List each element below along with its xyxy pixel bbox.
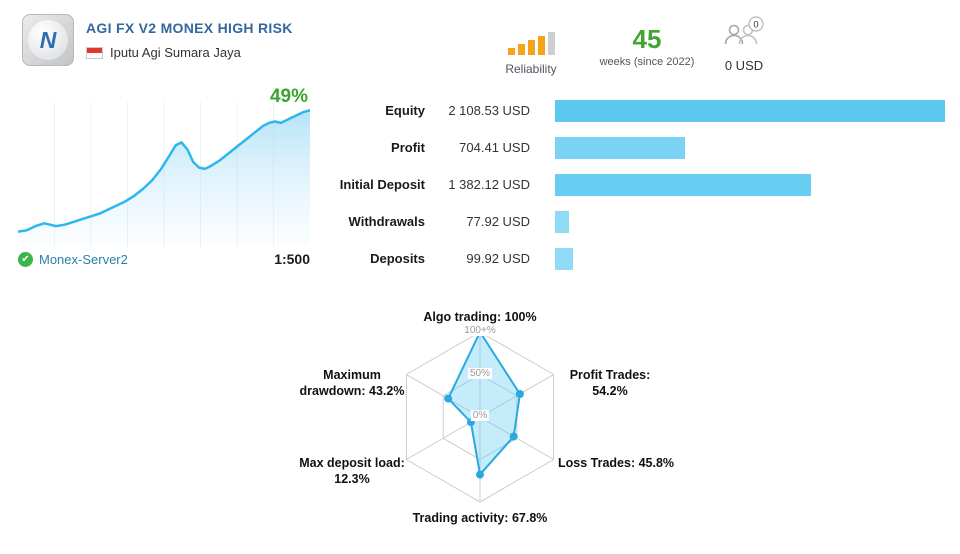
balance-value: 2 108.53 USD <box>448 103 530 118</box>
balance-value: 704.41 USD <box>459 140 530 155</box>
radar-ring-label-50: 50% <box>467 368 493 379</box>
radar-chart <box>405 328 555 503</box>
radar-label-algo-trading: Algo trading: 100% <box>423 310 537 324</box>
balance-bar <box>555 136 686 159</box>
leverage-value: 1:500 <box>274 251 310 267</box>
balance-row: Equity 2 108.53 USD <box>330 92 945 129</box>
verified-check-icon: ✔ <box>18 251 33 267</box>
bar-track <box>555 99 945 122</box>
subscribers-funds: 0 USD <box>724 58 764 73</box>
subscribers-block: 0 0 USD <box>712 15 776 73</box>
bar-track <box>555 173 945 196</box>
balance-value: 77.92 USD <box>466 214 530 229</box>
reliability-block: Reliability <box>495 31 567 76</box>
balance-label: Equity <box>385 103 425 118</box>
balance-row: Deposits 99.92 USD <box>330 240 945 277</box>
balance-bar <box>555 99 945 122</box>
trade-stats-radar: Algo trading: 100% Profit Trades: 54.2% … <box>299 303 680 543</box>
balance-label: Deposits <box>370 251 425 266</box>
server-row: ✔ Monex-Server2 1:500 <box>18 251 310 267</box>
balance-label: Withdrawals <box>348 214 425 229</box>
reliability-bar <box>547 32 555 55</box>
bar-track <box>555 210 945 233</box>
balance-row: Profit 704.41 USD <box>330 129 945 166</box>
balance-value: 99.92 USD <box>466 251 530 266</box>
balance-label: Profit <box>391 140 425 155</box>
radar-label-max-drawdown: Maximum drawdown: 43.2% <box>299 368 405 399</box>
author-name: Iputu Agi Sumara Jaya <box>110 45 241 60</box>
subscribers-count-badge: 0 <box>753 20 758 31</box>
reliability-bars <box>495 31 567 55</box>
reliability-bar <box>507 48 515 55</box>
reliability-bar <box>517 44 525 55</box>
signal-header: N AGI FX V2 MONEX HIGH RISK Iputu Agi Su… <box>22 14 293 66</box>
radar-label-max-deposit-load: Max deposit load: 12.3% <box>299 456 405 487</box>
signal-age-block: 45 weeks (since 2022) <box>592 26 702 68</box>
indonesia-flag-icon <box>86 46 103 59</box>
balance-row: Initial Deposit 1 382.12 USD <box>330 166 945 203</box>
growth-percent-label: 49% <box>269 86 308 107</box>
balance-bar <box>555 173 811 196</box>
signal-title-link[interactable]: AGI FX V2 MONEX HIGH RISK <box>86 20 293 36</box>
radar-ring-label-0: 0% <box>470 410 490 421</box>
radar-ring-label-100: 100+% <box>462 325 498 336</box>
radar-label-loss-trades: Loss Trades: 45.8% <box>558 456 675 470</box>
avatar-letter: N <box>39 26 57 53</box>
balance-value: 1 382.12 USD <box>448 177 530 192</box>
reliability-bar <box>537 36 545 55</box>
age-weeks-label: weeks (since 2022) <box>599 56 695 68</box>
bar-track <box>555 247 945 270</box>
growth-chart: 49% <box>18 86 310 248</box>
bar-track <box>555 136 945 159</box>
subscribers-icon: 0 <box>724 16 764 45</box>
radar-label-trading-activity: Trading activity: 67.8% <box>412 511 548 525</box>
signal-avatar: N <box>22 14 74 66</box>
avatar-logo: N <box>28 20 68 60</box>
balance-bar <box>555 210 570 233</box>
balance-bar-chart: Equity 2 108.53 USD Profit 704.41 USD In… <box>330 92 945 277</box>
age-weeks-value: 45 <box>632 24 662 54</box>
balance-label: Initial Deposit <box>339 177 425 192</box>
reliability-bar <box>527 40 535 55</box>
reliability-label: Reliability <box>505 62 557 76</box>
balance-row: Withdrawals 77.92 USD <box>330 203 945 240</box>
radar-label-profit-trades: Profit Trades: 54.2% <box>569 368 651 399</box>
balance-bar <box>555 247 574 270</box>
growth-chart-svg <box>18 102 310 247</box>
server-name-link[interactable]: Monex-Server2 <box>39 251 128 267</box>
